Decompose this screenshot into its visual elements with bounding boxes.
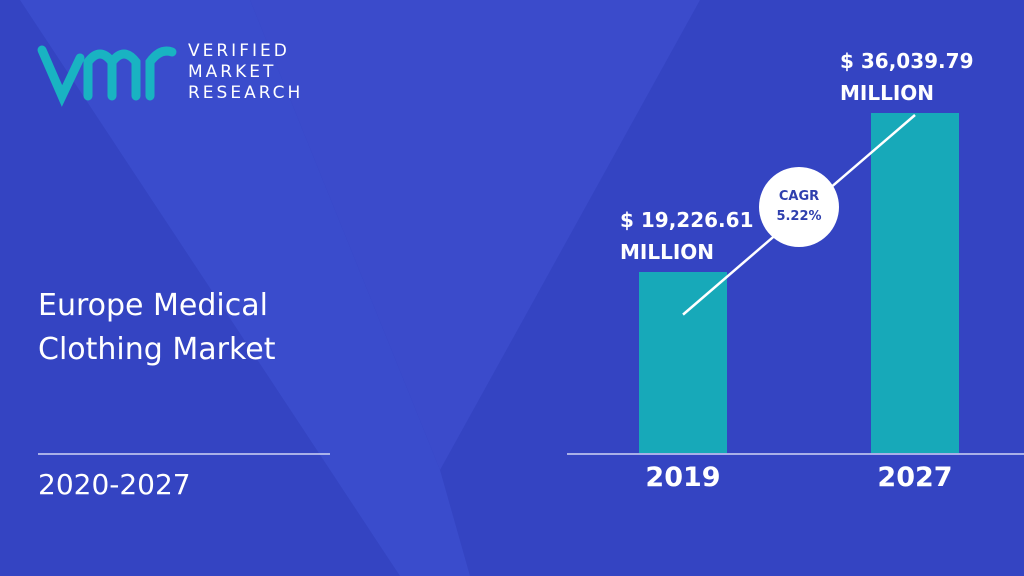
logo-text: RESEARCH: [188, 83, 304, 103]
x-tick-label: 2027: [877, 462, 953, 493]
cagr-badge: CAGR 5.22%: [759, 167, 839, 247]
logo-text: VERIFIED: [188, 41, 290, 61]
chart-title: Europe Medical Clothing Market: [38, 288, 276, 367]
cagr-value: 5.22%: [776, 209, 822, 224]
bar: [639, 271, 727, 453]
period: 2020-2027: [38, 468, 191, 501]
bar: [871, 113, 959, 453]
cagr-label: CAGR: [778, 189, 820, 204]
v-shape-edge: [20, 0, 470, 576]
data-label: $ 19,226.61 MILLION: [620, 207, 754, 264]
logo-text: MARKET: [188, 62, 277, 82]
data-label: $ 36,039.79 MILLION: [840, 49, 974, 105]
logo-mark: [37, 45, 177, 107]
x-tick-label: 2019: [645, 462, 721, 493]
